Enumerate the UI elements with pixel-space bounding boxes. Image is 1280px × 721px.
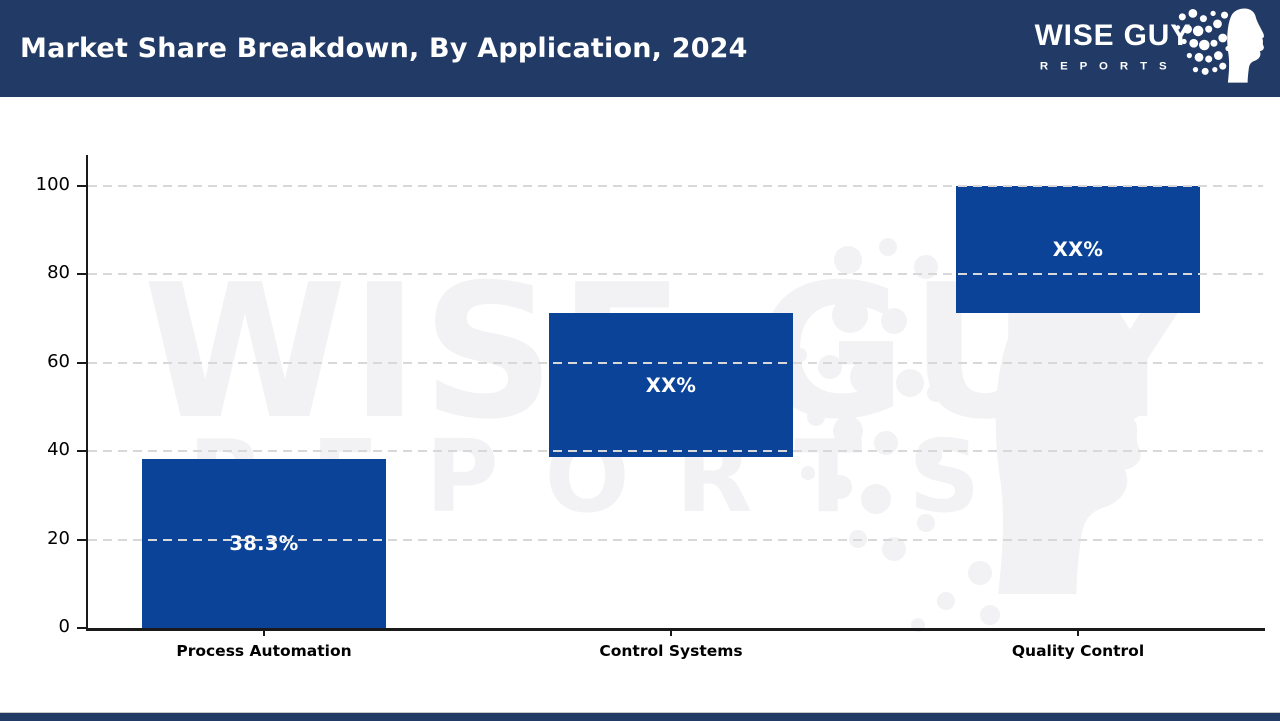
y-axis-tick-label: 80 [47,262,70,284]
logo-brand-text: WISE GUY [1035,19,1191,52]
gridline-40 [88,450,1263,453]
x-axis-category-label: Quality Control [1011,642,1145,660]
logo-face-profile-icon [1227,8,1264,83]
gridline-100 [88,184,1263,187]
bar-segment-1: 38.3% [142,458,386,628]
x-axis-category-label: Process Automation [176,642,352,660]
y-axis-line [86,155,88,630]
y-axis-tick-label: 100 [35,173,70,195]
chart-plot-area: WISE GUY REPORTS 0 20 40 60 80 100 38.3% Proces… [36,155,1265,660]
footer-bar [0,712,1280,721]
y-axis-tick-label: 60 [47,350,70,372]
page-title: Market Share Breakdown, By Application, … [20,33,748,64]
x-axis-tick [670,628,672,636]
bar-segment-3: XX% [956,185,1200,313]
bar-value-label: XX% [1052,237,1104,261]
y-axis-tick [77,273,86,276]
x-axis-category-label: Control Systems [599,642,743,660]
bar-segment-2: XX% [549,312,793,458]
gridline-80 [88,273,1263,276]
y-axis-tick [77,450,86,453]
y-axis-tick [77,627,86,629]
y-axis-tick [77,184,86,187]
wiseguy-logo: WISE GUY R E P O R T S [1035,8,1264,83]
watermark-face-icon [793,238,1142,632]
y-axis-tick [77,538,86,541]
y-axis-tick-label: 0 [58,616,70,637]
y-axis-tick-label: 20 [47,527,70,549]
gridline-60 [88,361,1263,364]
x-axis-line [86,628,1265,631]
bar-value-label: XX% [645,373,697,397]
logo-sub-text: R E P O R T S [1040,61,1171,73]
gridline-20 [88,538,1263,541]
x-axis-tick [263,628,265,636]
y-axis-tick-label: 40 [47,439,70,461]
logo-dots-icon [1175,8,1231,75]
bar-value-label: 38.3% [229,531,299,555]
x-axis-tick [1077,628,1079,636]
y-axis-tick [77,361,86,364]
header-bar: Market Share Breakdown, By Application, … [0,0,1280,97]
